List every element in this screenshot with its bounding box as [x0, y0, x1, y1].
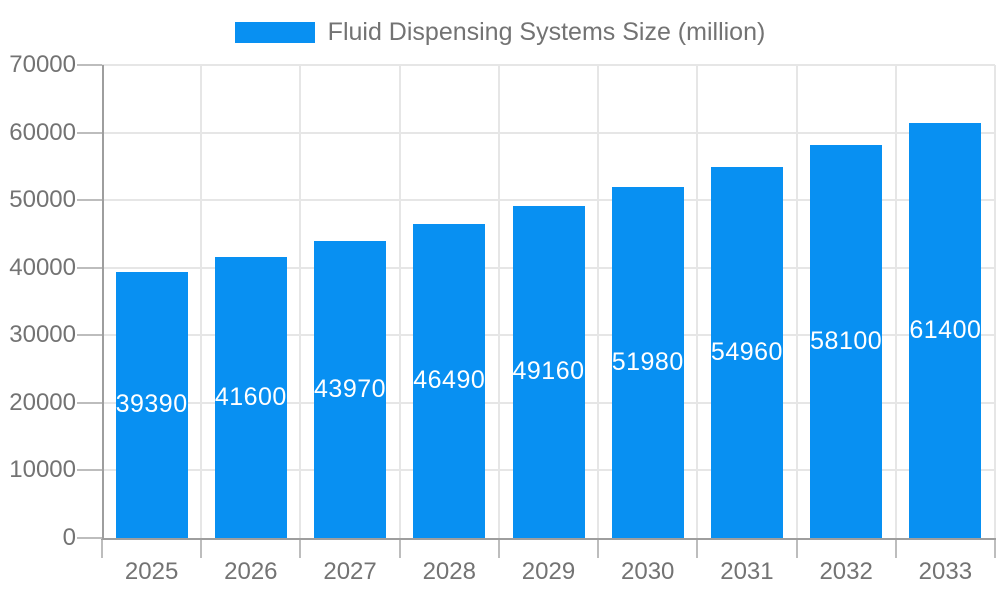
- y-tick-mark-70000: [77, 64, 102, 66]
- bar-value-label-2025: 39390: [115, 390, 188, 419]
- gridline-horizontal-50000: [102, 199, 995, 202]
- x-tick-mark-9: [994, 540, 996, 558]
- x-axis-line: [101, 538, 996, 540]
- bar-value-label-2028: 46490: [413, 366, 486, 395]
- x-tick-label-2029: 2029: [521, 558, 576, 585]
- x-tick-label-2026: 2026: [224, 558, 278, 585]
- y-tick-mark-60000: [77, 131, 102, 134]
- y-tick-mark-50000: [77, 199, 102, 202]
- bar-2030[interactable]: 51980: [611, 186, 684, 538]
- x-tick-label-2027: 2027: [323, 558, 377, 585]
- y-tick-label-70000: 70000: [9, 51, 76, 78]
- bar-2031[interactable]: 54960: [710, 166, 783, 538]
- x-tick-mark-8: [894, 540, 897, 558]
- bar-value-label-2027: 43970: [314, 374, 387, 403]
- y-tick-label-40000: 40000: [9, 253, 76, 281]
- gridline-vertical-5: [597, 65, 600, 538]
- y-axis-line: [102, 65, 104, 538]
- x-tick-label-2025: 2025: [124, 558, 179, 585]
- legend-item[interactable]: Fluid Dispensing Systems Size (million): [0, 18, 1000, 46]
- bar-2028[interactable]: 46490: [413, 223, 486, 538]
- y-tick-label-0: 0: [62, 524, 76, 551]
- x-tick-mark-6: [696, 540, 699, 558]
- gridline-vertical-2: [299, 65, 302, 538]
- bar-2027[interactable]: 43970: [314, 240, 387, 538]
- y-tick-label-10000: 10000: [9, 456, 76, 484]
- gridline-vertical-1: [200, 65, 203, 538]
- y-tick-mark-10000: [77, 469, 102, 472]
- x-tick-label-2031: 2031: [720, 558, 774, 585]
- gridline-horizontal-60000: [102, 131, 995, 134]
- gridline-vertical-8: [894, 65, 897, 538]
- x-tick-label-2028: 2028: [422, 558, 476, 585]
- y-tick-mark-20000: [77, 401, 102, 404]
- gridline-horizontal-70000: [102, 64, 995, 66]
- bar-2029[interactable]: 49160: [512, 205, 585, 538]
- bar-value-label-2029: 49160: [512, 357, 585, 386]
- x-tick-mark-7: [795, 540, 798, 558]
- bar-value-label-2033: 61400: [909, 316, 982, 345]
- bar-value-label-2031: 54960: [710, 337, 783, 366]
- y-tick-label-20000: 20000: [9, 388, 76, 416]
- x-tick-mark-1: [200, 540, 203, 558]
- bar-value-label-2030: 51980: [611, 347, 684, 376]
- y-tick-label-30000: 30000: [9, 321, 76, 349]
- plot-area: 39390 41600 43970 46490 49160 51980 54960 58100…: [102, 64, 996, 538]
- gridline-vertical-9: [994, 65, 996, 538]
- gridline-vertical-7: [795, 65, 798, 538]
- bar-2032[interactable]: 58100: [810, 145, 883, 538]
- x-tick-mark-2: [299, 540, 302, 558]
- x-tick-mark-5: [597, 540, 600, 558]
- y-tick-mark-0: [77, 537, 102, 539]
- x-tick-mark-4: [497, 540, 500, 558]
- bar-value-label-2032: 58100: [810, 327, 883, 356]
- y-tick-label-60000: 60000: [9, 118, 76, 146]
- x-tick-mark-3: [398, 540, 401, 558]
- legend-label: Fluid Dispensing Systems Size (million): [327, 18, 766, 46]
- gridline-vertical-4: [497, 65, 500, 538]
- y-tick-label-50000: 50000: [9, 186, 76, 214]
- x-tick-label-2032: 2032: [819, 558, 873, 585]
- x-tick-label-2030: 2030: [621, 558, 675, 585]
- gridline-vertical-3: [398, 65, 401, 538]
- gridline-vertical-6: [696, 65, 699, 538]
- x-tick-mark-0: [101, 540, 103, 558]
- bar-2025[interactable]: 39390: [115, 271, 188, 538]
- x-tick-label-2033: 2033: [918, 558, 973, 585]
- y-tick-mark-30000: [77, 334, 102, 337]
- bar-2026[interactable]: 41600: [214, 256, 287, 538]
- legend-color-swatch: [234, 21, 315, 43]
- y-tick-mark-40000: [77, 266, 102, 269]
- bar-2033[interactable]: 61400: [909, 123, 982, 538]
- bar-value-label-2026: 41600: [214, 382, 287, 411]
